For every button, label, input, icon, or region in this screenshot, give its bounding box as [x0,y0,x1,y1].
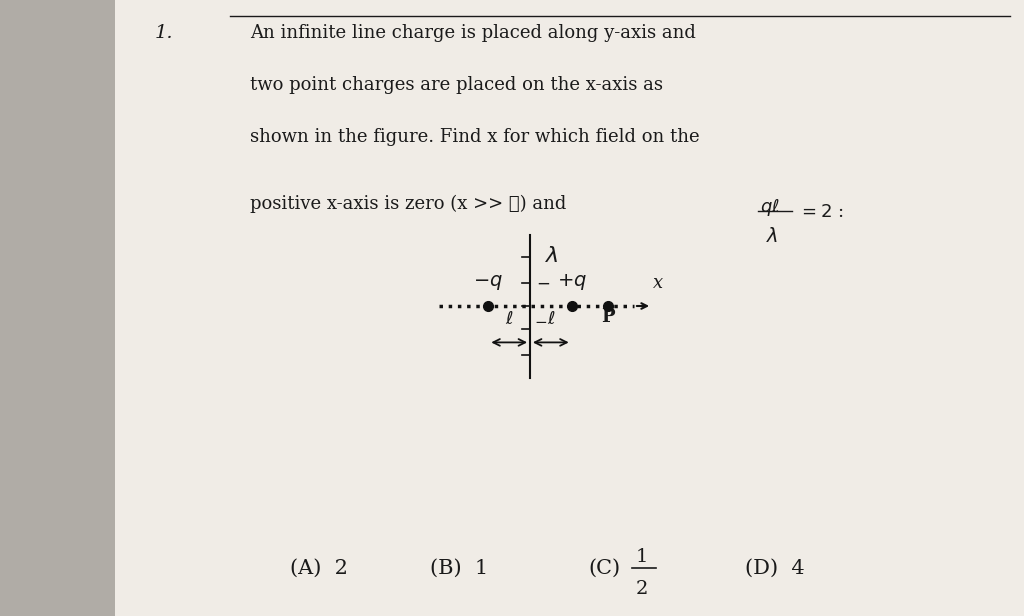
Text: (C): (C) [588,559,621,578]
Text: shown in the figure. Find x for which field on the: shown in the figure. Find x for which fi… [250,128,699,146]
Text: $q\ell$: $q\ell$ [760,197,780,218]
Text: $\ell$: $\ell$ [547,310,555,328]
Text: $\ell$: $\ell$ [505,310,513,328]
Text: $-q$: $-q$ [473,273,504,292]
Text: $\lambda$: $\lambda$ [766,227,778,246]
Text: positive x-axis is zero (x >> ℓ) and: positive x-axis is zero (x >> ℓ) and [250,195,566,213]
Text: $-$: $-$ [536,275,550,292]
Text: (D)  4: (D) 4 [745,559,805,578]
Text: 1.: 1. [155,24,174,42]
Text: (A)  2: (A) 2 [290,559,348,578]
Text: P: P [601,308,614,326]
Bar [0,0,115,616]
Text: $+q$: $+q$ [557,272,587,292]
Text: x: x [653,274,664,292]
Text: (B)  1: (B) 1 [430,559,488,578]
Text: $= 2$ :: $= 2$ : [798,203,844,221]
Text: 1: 1 [636,548,648,566]
Text: two point charges are placed on the x-axis as: two point charges are placed on the x-ax… [250,76,663,94]
Text: 2: 2 [636,580,648,598]
Text: $-$: $-$ [534,314,547,328]
Bar [115,0,1024,616]
Text: An infinite line charge is placed along y-axis and: An infinite line charge is placed along … [250,24,696,42]
Text: $\lambda$: $\lambda$ [545,245,559,267]
